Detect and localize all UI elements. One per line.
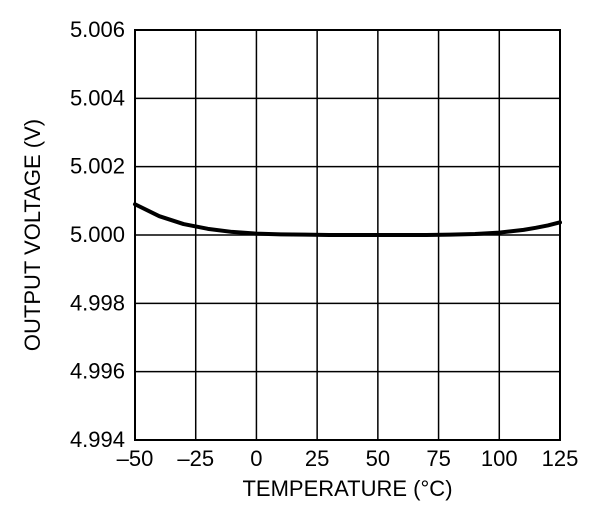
y-axis-label: OUTPUT VOLTAGE (V) bbox=[20, 119, 45, 351]
y-tick-label: 5.000 bbox=[70, 222, 125, 247]
x-tick-label: –25 bbox=[177, 446, 214, 471]
x-tick-label: 100 bbox=[481, 446, 518, 471]
y-tick-label: 5.006 bbox=[70, 17, 125, 42]
x-tick-label: 75 bbox=[426, 446, 450, 471]
x-axis-label: TEMPERATURE (°C) bbox=[242, 476, 452, 501]
x-tick-label: 0 bbox=[250, 446, 262, 471]
x-tick-label: 25 bbox=[305, 446, 329, 471]
x-tick-label: 125 bbox=[542, 446, 579, 471]
x-tick-label: 50 bbox=[366, 446, 390, 471]
y-tick-label: 4.996 bbox=[70, 359, 125, 384]
y-tick-label: 5.004 bbox=[70, 85, 125, 110]
y-tick-label: 4.998 bbox=[70, 290, 125, 315]
voltage-vs-temperature-chart: –50–250255075100125 4.9944.9964.9985.000… bbox=[0, 0, 589, 516]
y-tick-label: 5.002 bbox=[70, 154, 125, 179]
y-tick-label: 4.994 bbox=[70, 427, 125, 452]
